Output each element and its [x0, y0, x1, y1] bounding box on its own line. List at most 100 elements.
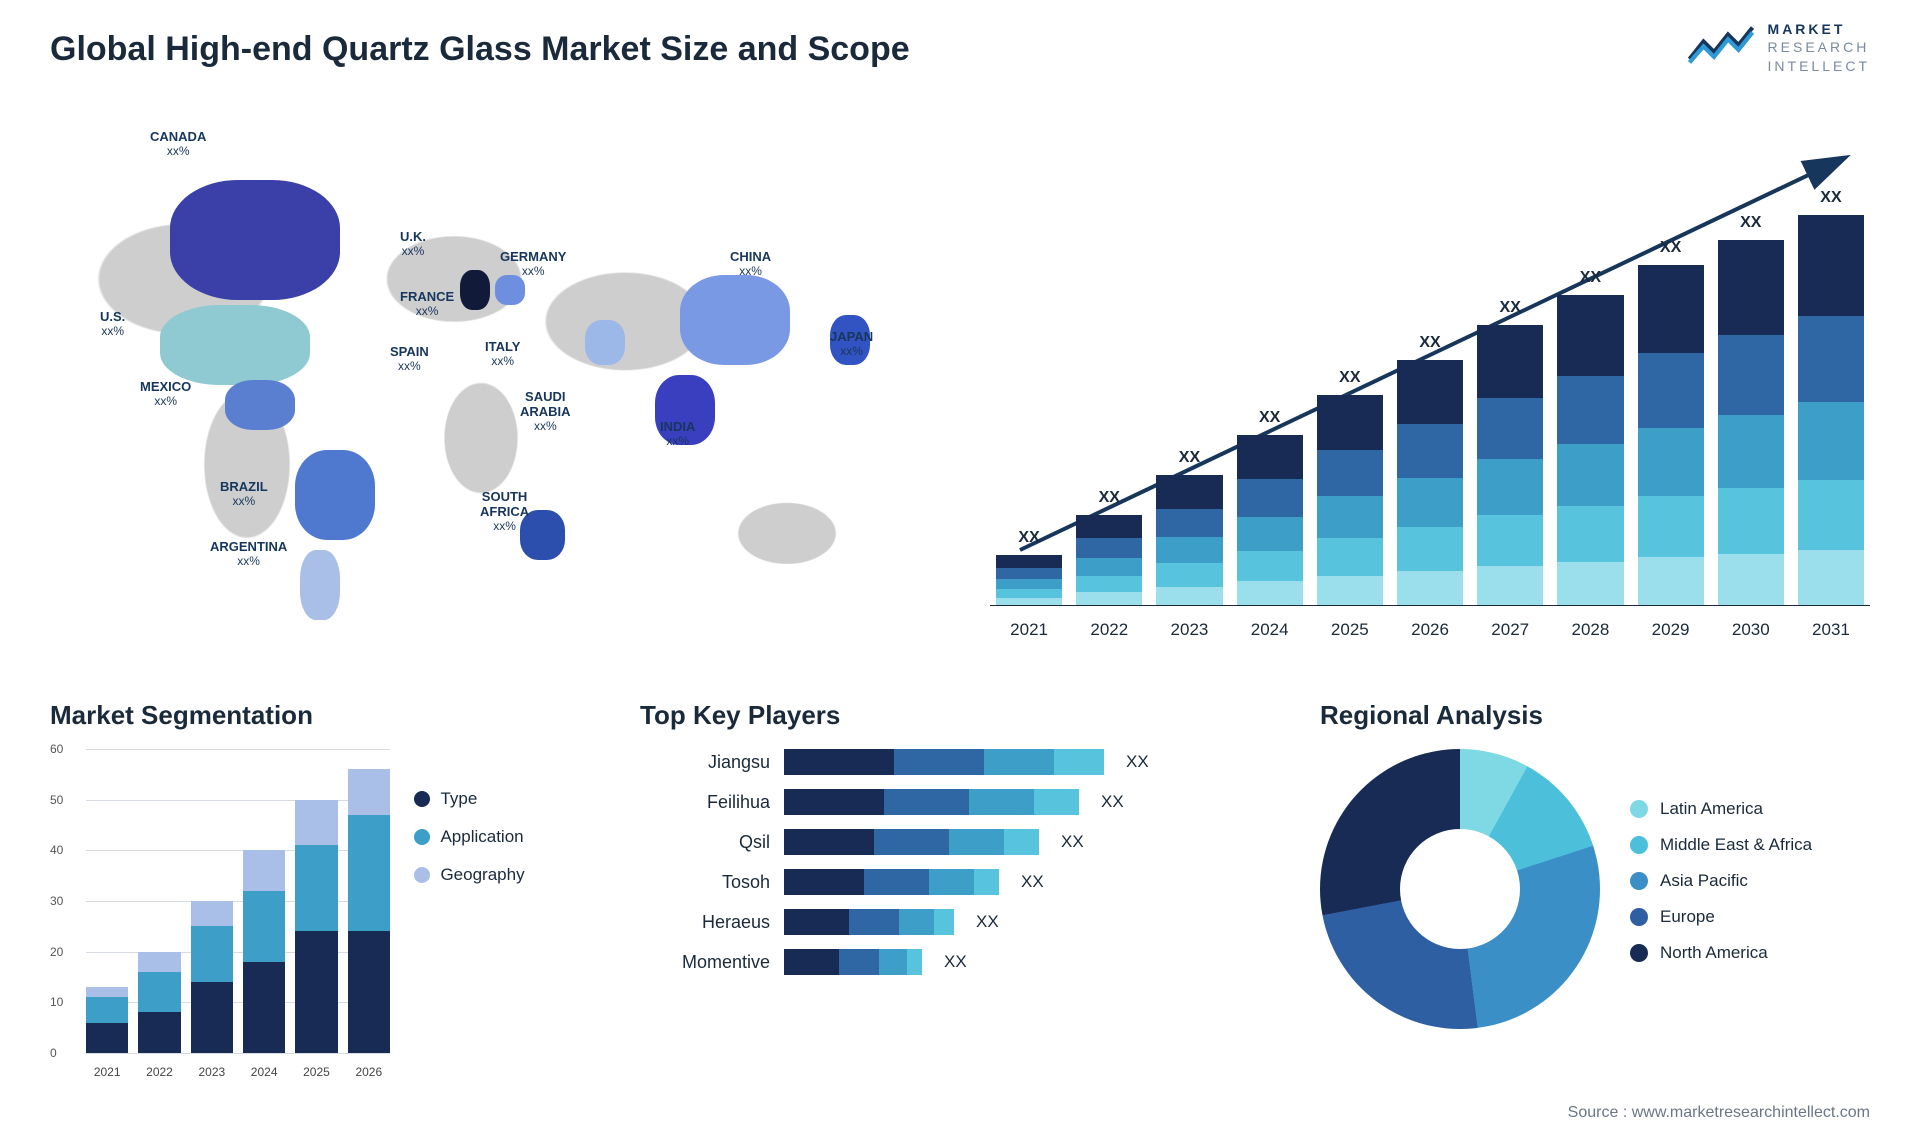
seg-x-label: 2022 — [138, 1065, 180, 1079]
legend-swatch-icon — [414, 867, 430, 883]
legend-label: Type — [440, 789, 477, 809]
key-players-title: Top Key Players — [640, 700, 1280, 731]
segmentation-section: Market Segmentation 20212022202320242025… — [50, 700, 570, 1079]
growth-bar-segment — [1156, 563, 1222, 586]
seg-bar — [295, 800, 337, 1053]
logo-text-3: INTELLECT — [1768, 57, 1870, 75]
key-player-bar-segment — [929, 869, 974, 895]
segmentation-title: Market Segmentation — [50, 700, 570, 731]
key-player-bar — [784, 829, 1039, 855]
map-label: U.K.xx% — [400, 230, 426, 259]
legend-swatch-icon — [414, 791, 430, 807]
growth-bar-segment — [1477, 515, 1543, 565]
seg-x-label: 2021 — [86, 1065, 128, 1079]
growth-bar-segment — [996, 589, 1062, 598]
growth-bar-segment — [1477, 325, 1543, 398]
map-label: CANADAxx% — [150, 130, 206, 159]
growth-bar-segment — [1718, 554, 1784, 605]
key-player-bar-segment — [784, 869, 864, 895]
growth-bar-segment — [1798, 550, 1864, 605]
legend-label: Asia Pacific — [1660, 871, 1748, 891]
growth-bar-segment — [996, 579, 1062, 589]
key-player-bar-segment — [894, 749, 984, 775]
regional-legend: Latin AmericaMiddle East & AfricaAsia Pa… — [1630, 799, 1812, 979]
growth-bar-segment — [1237, 551, 1303, 582]
growth-bar-segment — [1397, 571, 1463, 605]
key-player-bar-segment — [864, 869, 929, 895]
key-player-bar-segment — [1054, 749, 1104, 775]
key-player-bar-segment — [949, 829, 1004, 855]
map-country-blob — [585, 320, 625, 365]
growth-bar: XX — [1638, 265, 1704, 605]
growth-bar-segment — [1798, 480, 1864, 550]
growth-bar-value: XX — [1237, 409, 1303, 427]
key-player-bar — [784, 789, 1079, 815]
legend-swatch-icon — [1630, 908, 1648, 926]
seg-gridline — [86, 1053, 390, 1054]
growth-bar: XX — [1718, 240, 1784, 605]
growth-bar-segment — [1557, 506, 1623, 562]
map-country-blob — [225, 380, 295, 430]
growth-bar-value: XX — [1638, 239, 1704, 257]
map-label: INDIAxx% — [660, 420, 695, 449]
growth-bar-segment — [1237, 581, 1303, 605]
key-player-name: Momentive — [640, 952, 770, 973]
key-player-bar-segment — [874, 829, 949, 855]
growth-bar-segment — [1718, 488, 1784, 554]
growth-x-label: 2024 — [1237, 620, 1303, 640]
growth-bar: XX — [1798, 215, 1864, 605]
growth-bar-segment — [1798, 402, 1864, 480]
growth-bar-segment — [1317, 538, 1383, 576]
key-players-section: Top Key Players JiangsuXXFeilihuaXXQsilX… — [640, 700, 1280, 989]
map-label: CHINAxx% — [730, 250, 771, 279]
growth-bar-segment — [1557, 562, 1623, 605]
key-player-value: XX — [944, 952, 967, 972]
regional-donut-chart — [1320, 749, 1600, 1029]
map-label: MEXICOxx% — [140, 380, 191, 409]
source-attribution: Source : www.marketresearchintellect.com — [1568, 1104, 1870, 1122]
key-player-bar-segment — [884, 789, 969, 815]
growth-x-label: 2022 — [1076, 620, 1142, 640]
growth-bar-segment — [996, 568, 1062, 579]
growth-bar-segment — [1557, 376, 1623, 444]
key-player-value: XX — [976, 912, 999, 932]
growth-bar-segment — [1798, 215, 1864, 316]
growth-bar-segment — [1718, 335, 1784, 415]
seg-bar-segment — [295, 931, 337, 1053]
key-player-bar-segment — [784, 749, 894, 775]
growth-bar-segment — [1076, 515, 1142, 538]
key-player-row: QsilXX — [640, 829, 1280, 855]
growth-bar-chart: XXXXXXXXXXXXXXXXXXXXXX 20212022202320242… — [990, 130, 1870, 650]
map-country-blob — [300, 550, 340, 620]
logo-text-1: MARKET — [1768, 20, 1870, 38]
key-player-bar-segment — [784, 949, 839, 975]
growth-bar-segment — [1638, 496, 1704, 557]
map-label: SAUDIARABIAxx% — [520, 390, 571, 434]
growth-bar: XX — [1397, 360, 1463, 605]
map-country-blob — [160, 305, 310, 385]
key-player-value: XX — [1061, 832, 1084, 852]
seg-bar-segment — [295, 845, 337, 931]
map-label: SOUTHAFRICAxx% — [480, 490, 529, 534]
legend-swatch-icon — [1630, 944, 1648, 962]
growth-bar-value: XX — [1156, 449, 1222, 467]
growth-x-label: 2026 — [1397, 620, 1463, 640]
growth-bar-segment — [1317, 496, 1383, 538]
growth-bar: XX — [996, 555, 1062, 605]
growth-bar-segment — [1237, 435, 1303, 479]
growth-x-label: 2027 — [1477, 620, 1543, 640]
seg-bar-segment — [243, 962, 285, 1053]
logo-text-2: RESEARCH — [1768, 38, 1870, 56]
seg-legend-item: Type — [414, 789, 524, 809]
key-player-value: XX — [1021, 872, 1044, 892]
regional-legend-item: Latin America — [1630, 799, 1812, 819]
seg-y-label: 60 — [50, 742, 63, 756]
seg-bar-segment — [138, 952, 180, 972]
growth-x-label: 2030 — [1718, 620, 1784, 640]
seg-bar-segment — [191, 901, 233, 926]
seg-bar-segment — [243, 891, 285, 962]
legend-label: Application — [440, 827, 523, 847]
growth-bar-segment — [1237, 517, 1303, 551]
map-label: JAPANxx% — [830, 330, 873, 359]
key-player-name: Tosoh — [640, 872, 770, 893]
